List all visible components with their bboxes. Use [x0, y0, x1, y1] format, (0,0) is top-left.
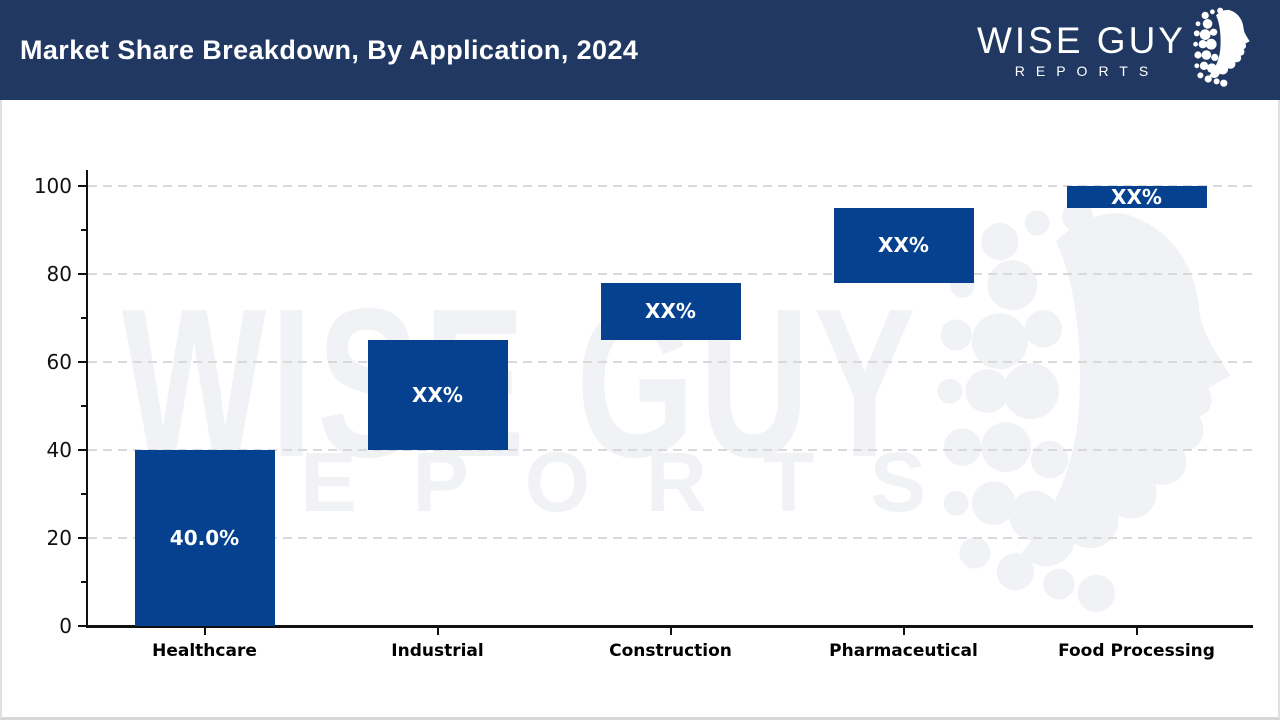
bar-value-label: XX% [878, 233, 929, 258]
y-tick-label-0: 0 [59, 614, 72, 638]
y-minor-tick-30 [81, 493, 86, 495]
gridline-60 [88, 361, 1253, 363]
page-title: Market Share Breakdown, By Application, … [20, 34, 639, 65]
x-axis-line [86, 625, 1253, 628]
y-minor-tick-10 [81, 581, 86, 583]
gridline-20 [88, 537, 1253, 539]
x-category-label-1: Industrial [391, 641, 484, 661]
header: Market Share Breakdown, By Application, … [0, 0, 1280, 100]
bar-construction: XX% [600, 282, 741, 340]
x-tick-3 [902, 628, 905, 635]
bar-industrial: XX% [367, 340, 508, 450]
y-major-tick-40 [78, 449, 86, 451]
logo-subtitle: REPORTS [1014, 62, 1160, 79]
x-category-label-2: Construction [609, 641, 732, 661]
logo-wordmark: WISE GUY [976, 19, 1186, 61]
bar-healthcare: 40.0% [134, 450, 275, 626]
y-major-tick-60 [78, 361, 86, 363]
y-tick-label-100: 100 [33, 174, 72, 198]
logo-head-icon [1190, 7, 1254, 91]
x-tick-1 [436, 628, 439, 635]
y-minor-tick-70 [81, 317, 86, 319]
y-tick-label-80: 80 [46, 262, 72, 286]
x-tick-0 [203, 628, 206, 635]
bar-value-label: XX% [412, 383, 463, 407]
x-tick-2 [669, 628, 672, 635]
y-tick-label-20: 20 [46, 526, 72, 550]
y-tick-label-40: 40 [46, 438, 72, 462]
bar-pharmaceutical: XX% [833, 208, 974, 283]
y-axis-line [86, 170, 88, 628]
x-category-label-4: Food Processing [1058, 641, 1215, 661]
bar-food-processing: XX% [1066, 185, 1207, 209]
gridline-100 [88, 185, 1253, 187]
x-tick-4 [1135, 628, 1138, 635]
x-category-label-3: Pharmaceutical [829, 641, 978, 661]
y-minor-tick-90 [81, 229, 86, 231]
bar-value-label: 40.0% [169, 526, 240, 550]
gridline-40 [88, 449, 1253, 451]
y-major-tick-100 [78, 185, 86, 187]
y-major-tick-0 [78, 625, 86, 627]
y-minor-tick-50 [81, 405, 86, 407]
gridline-80 [88, 273, 1253, 275]
x-category-label-0: Healthcare [152, 641, 257, 661]
bar-value-label: XX% [645, 299, 696, 324]
logo-text: WISE GUY REPORTS [977, 22, 1186, 79]
wise-guy-logo: WISE GUY REPORTS [977, 9, 1254, 91]
y-major-tick-20 [78, 537, 86, 539]
y-major-tick-80 [78, 273, 86, 275]
y-tick-label-60: 60 [46, 350, 72, 374]
bar-value-label: XX% [1111, 185, 1162, 209]
